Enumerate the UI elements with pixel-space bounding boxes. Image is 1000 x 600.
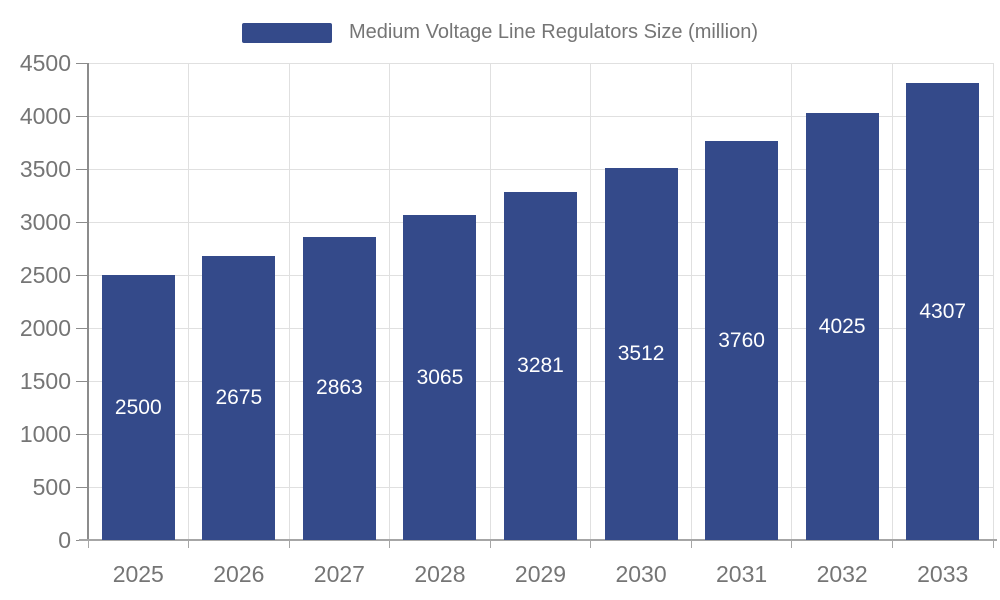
bar-value-label-2027: 2863 xyxy=(316,376,363,400)
y-tick-label-2000: 2000 xyxy=(19,315,71,341)
x-tick-label-2027: 2027 xyxy=(313,561,365,587)
v-gridline-2 xyxy=(288,63,290,540)
bar-value-label-2031: 3760 xyxy=(718,328,765,352)
y-axis-tick-3000 xyxy=(76,221,88,223)
x-axis-tick-7 xyxy=(791,540,793,548)
v-gridline-1 xyxy=(188,63,190,540)
h-gridline-3500 xyxy=(88,168,993,170)
bar-value-label-2025: 2500 xyxy=(114,395,162,419)
x-axis-tick-8 xyxy=(891,540,893,548)
y-axis-tick-1500 xyxy=(76,380,88,382)
y-tick-label-0: 0 xyxy=(58,527,71,553)
x-axis-tick-6 xyxy=(690,540,692,548)
x-tick-label-2032: 2032 xyxy=(816,561,868,587)
y-axis-tick-1000 xyxy=(76,433,88,435)
x-tick-label-2026: 2026 xyxy=(213,561,265,587)
legend-label: Medium Voltage Line Regulators Size (mil… xyxy=(348,21,759,43)
x-axis-tick-5 xyxy=(590,540,592,548)
y-axis-tick-4000 xyxy=(76,115,88,117)
x-axis-tick-4 xyxy=(489,540,491,548)
x-axis-tick-3 xyxy=(389,540,391,548)
bar-value-label-2029: 3281 xyxy=(517,354,564,378)
bar-value-label-2026: 2675 xyxy=(215,386,263,410)
bar-2030: 3512 xyxy=(604,167,678,540)
x-tick-label-2030: 2030 xyxy=(615,561,667,587)
x-axis-tick-9 xyxy=(992,540,994,548)
x-tick-label-2028: 2028 xyxy=(414,561,466,587)
y-tick-label-3500: 3500 xyxy=(19,156,71,182)
bar-2026: 2675 xyxy=(202,256,276,540)
bar-2025: 2500 xyxy=(101,275,175,540)
h-gridline-4500 xyxy=(88,62,993,64)
y-tick-label-4500: 4500 xyxy=(19,50,71,76)
y-axis-tick-2000 xyxy=(76,327,88,329)
y-tick-label-1000: 1000 xyxy=(19,421,71,447)
bar-2028: 3065 xyxy=(403,215,477,540)
bar-2033: 4307 xyxy=(906,83,980,540)
v-gridline-9 xyxy=(992,63,994,540)
bar-2029: 3281 xyxy=(504,192,577,540)
y-axis-tick-500 xyxy=(76,486,88,488)
v-gridline-4 xyxy=(489,63,491,540)
v-gridline-5 xyxy=(590,63,592,540)
v-gridline-3 xyxy=(389,63,391,540)
v-gridline-8 xyxy=(891,63,893,540)
x-tick-label-2029: 2029 xyxy=(514,561,567,587)
x-axis-tick-1 xyxy=(188,540,190,548)
x-tick-label-2031: 2031 xyxy=(716,561,768,587)
v-gridline-7 xyxy=(791,63,793,540)
x-tick-label-2033: 2033 xyxy=(917,561,969,587)
bar-value-label-2032: 4025 xyxy=(818,314,866,338)
bar-value-label-2028: 3065 xyxy=(416,365,464,389)
y-axis-line xyxy=(87,63,89,540)
bar-value-label-2033: 4307 xyxy=(919,299,967,323)
chart-legend[interactable]: Medium Voltage Line Regulators Size (mil… xyxy=(0,21,1000,44)
bar-2032: 4025 xyxy=(805,113,879,540)
y-tick-label-4000: 4000 xyxy=(19,103,71,129)
y-axis-tick-2500 xyxy=(76,274,88,276)
bar-2031: 3760 xyxy=(705,141,779,540)
x-axis-tick-2 xyxy=(288,540,290,548)
legend-swatch-icon xyxy=(241,22,332,43)
bar-value-label-2030: 3512 xyxy=(617,341,665,365)
x-tick-label-2025: 2025 xyxy=(112,561,164,587)
y-tick-label-2500: 2500 xyxy=(19,262,71,288)
y-axis-tick-4500 xyxy=(76,62,88,64)
h-gridline-4000 xyxy=(88,115,993,117)
y-tick-label-1500: 1500 xyxy=(19,368,71,394)
x-axis-line xyxy=(79,539,997,541)
v-gridline-6 xyxy=(690,63,692,540)
x-axis-tick-0 xyxy=(87,540,89,548)
y-tick-label-3000: 3000 xyxy=(19,209,71,235)
y-tick-label-500: 500 xyxy=(32,474,71,500)
bar-2027: 2863 xyxy=(302,236,376,540)
y-axis-tick-3500 xyxy=(76,168,88,170)
